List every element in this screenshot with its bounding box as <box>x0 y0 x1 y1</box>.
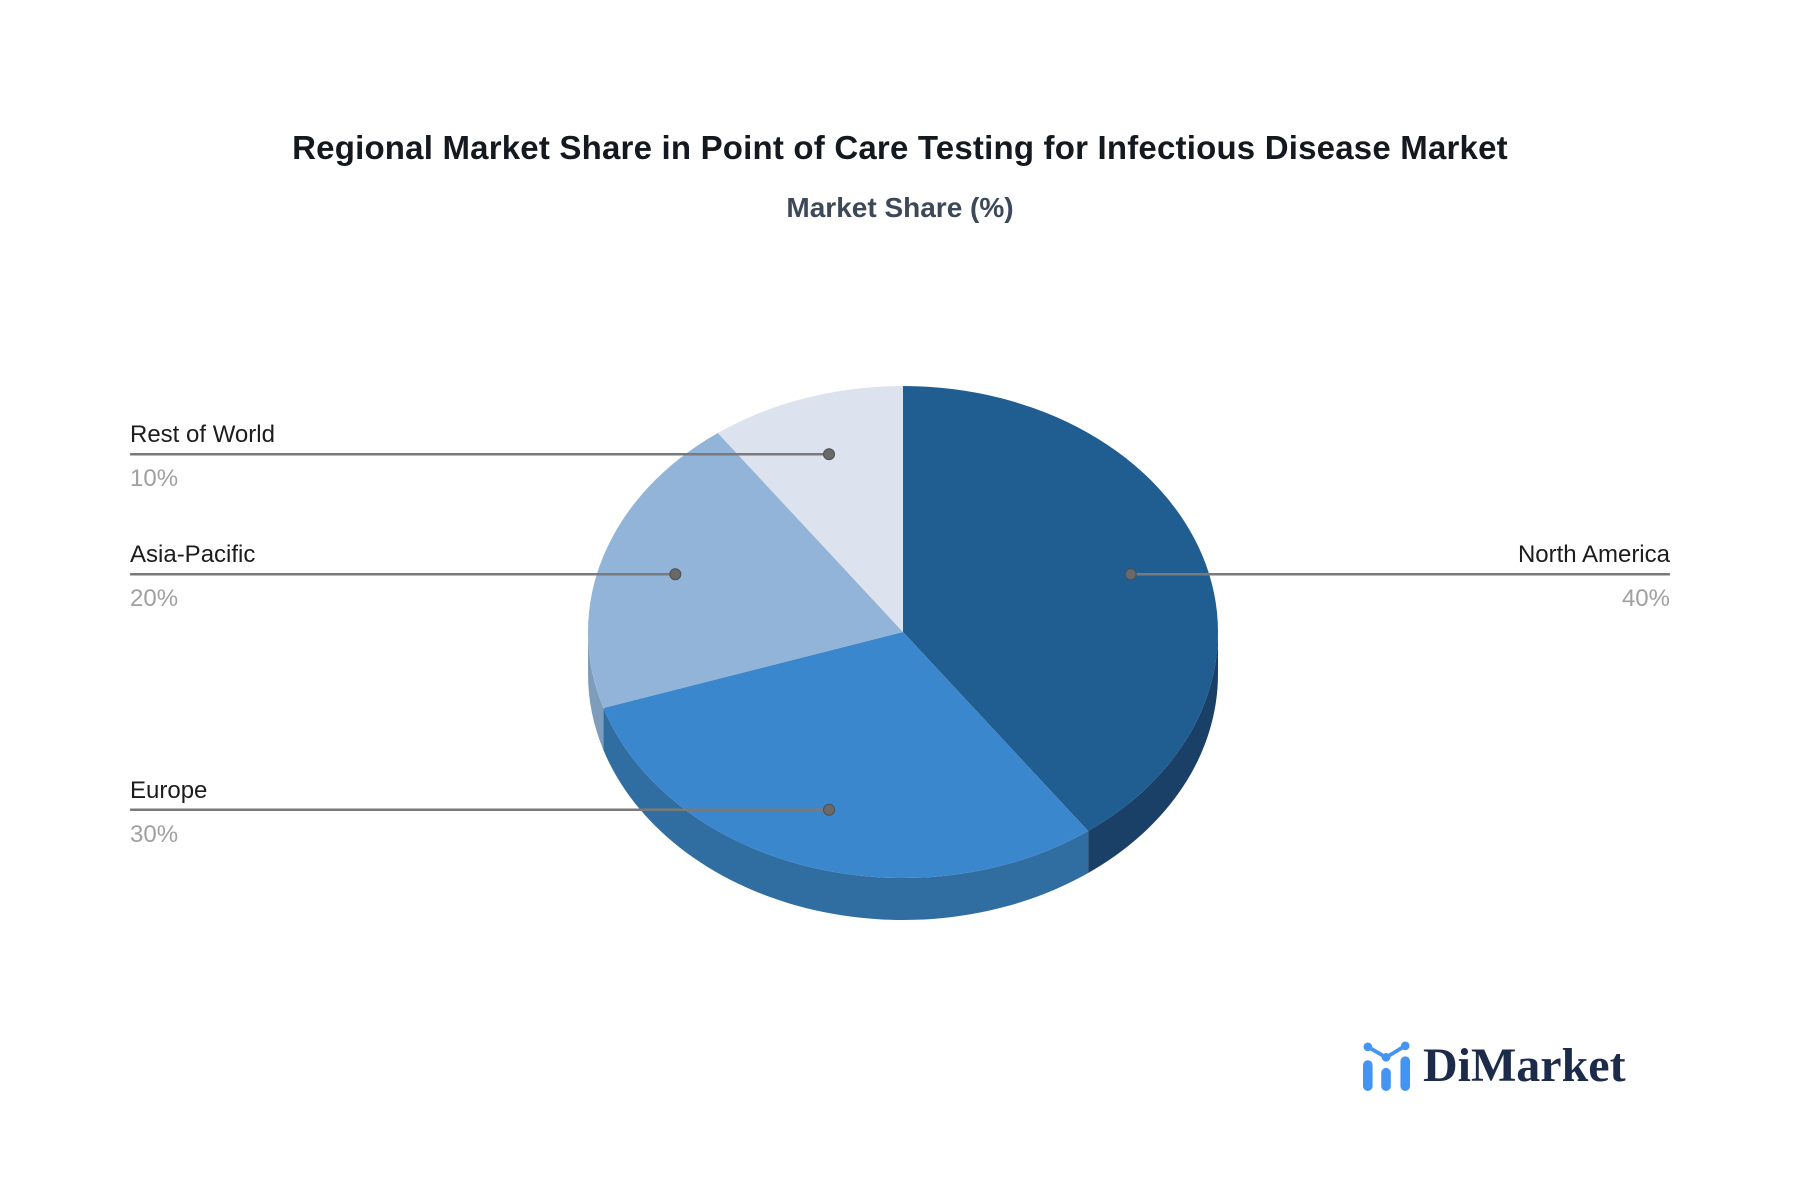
bar-chart-trend-icon <box>1363 1041 1411 1091</box>
slice-label-rest-of-world: Rest of World <box>130 421 275 449</box>
pie-slice-side-asia-pacific <box>588 632 604 751</box>
slice-value-rest-of-world: 10% <box>130 465 179 493</box>
slice-label-asia-pacific: Asia-Pacific <box>130 541 256 569</box>
pie-slice-rest-of-world <box>717 386 903 632</box>
pie-slice-north-america <box>903 386 1218 832</box>
pie-top-faces <box>588 386 1218 878</box>
chart-title: Regional Market Share in Point of Care T… <box>292 129 1508 166</box>
pie-side-walls <box>588 632 1218 921</box>
slice-label-europe: Europe <box>130 776 208 804</box>
logo: DiMarket <box>1363 1038 1626 1094</box>
leader-dot-asia-pacific <box>669 568 682 581</box>
slice-value-europe: 30% <box>130 820 179 848</box>
chart-subtitle: Market Share (%) <box>786 192 1014 223</box>
pie-slice-side-north-america <box>1088 632 1218 874</box>
pie-slice-side-europe <box>603 708 1089 921</box>
logo-text: DiMarket <box>1423 1039 1626 1092</box>
leader-dot-north-america <box>1124 568 1137 581</box>
pie-slice-europe <box>603 632 1089 878</box>
leader-lines <box>130 448 1670 816</box>
slice-label-north-america: North America <box>1517 541 1670 569</box>
slice-value-north-america: 40% <box>1621 585 1670 613</box>
leader-dot-europe <box>823 803 836 816</box>
leader-dot-rest-of-world <box>823 448 836 461</box>
slice-value-asia-pacific: 20% <box>130 585 179 613</box>
pie-slice-asia-pacific <box>588 432 903 709</box>
